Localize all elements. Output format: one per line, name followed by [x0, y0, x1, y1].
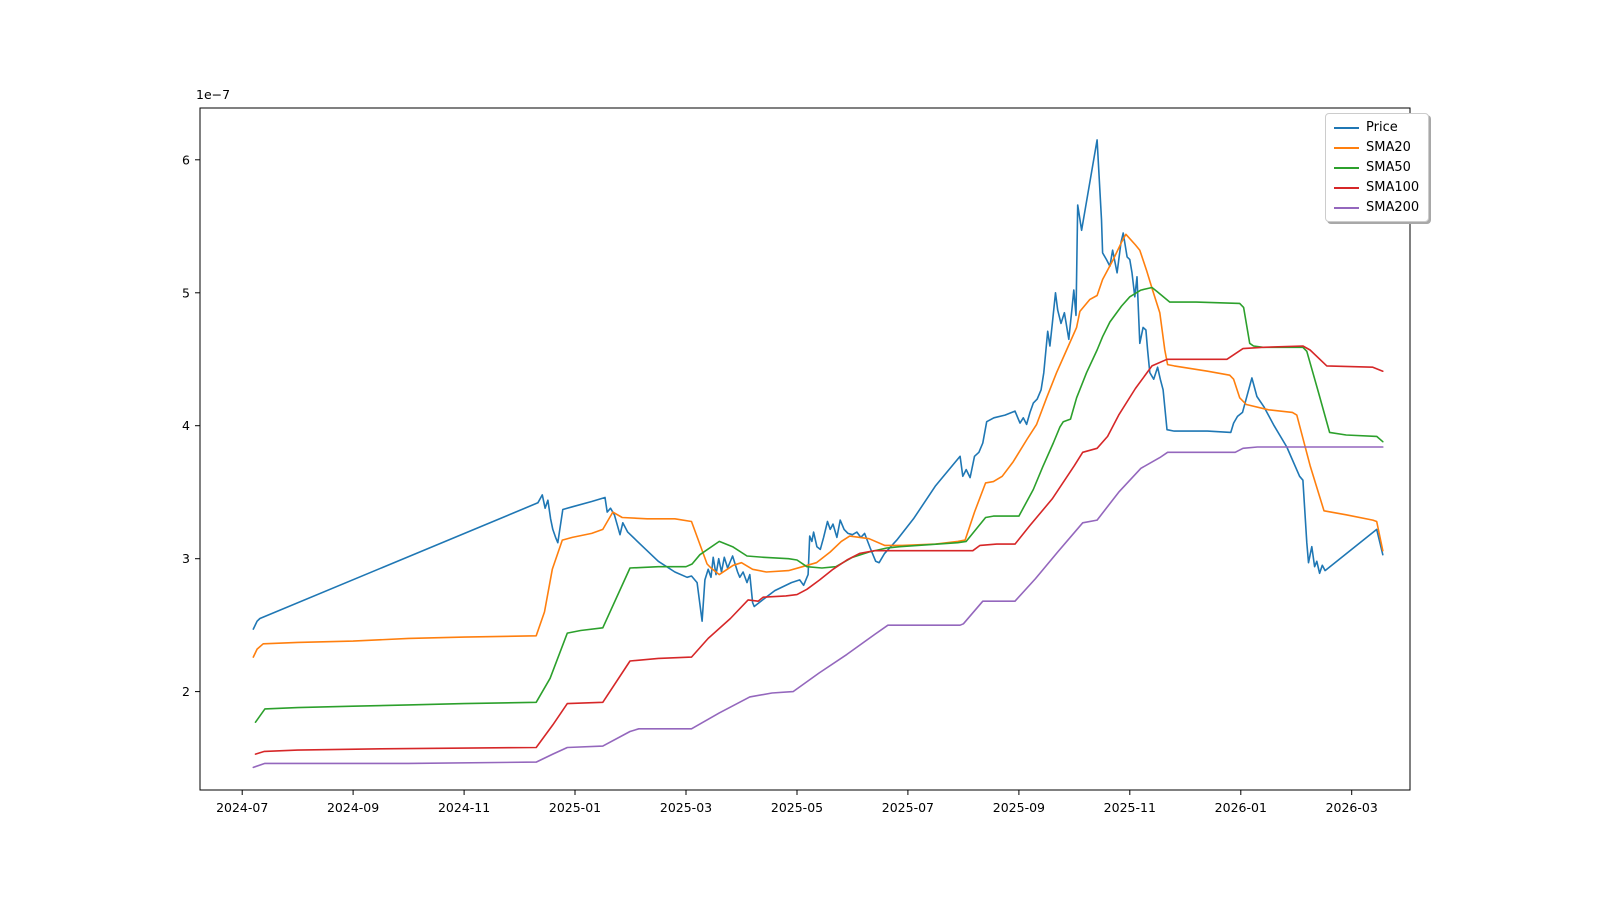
legend-label: SMA200 [1366, 200, 1420, 215]
legend-line-sample [1334, 186, 1359, 189]
x-axis-tick-label: 2025-09 [993, 800, 1045, 815]
x-axis-tick-label: 2025-01 [549, 800, 601, 815]
x-axis-tick-label: 2025-05 [771, 800, 823, 815]
price-line [252, 139, 1384, 630]
legend-item: Price [1334, 119, 1419, 136]
legend-label: Price [1366, 120, 1398, 135]
x-axis-tick-label: 2026-03 [1326, 800, 1378, 815]
legend-item: SMA20 [1334, 139, 1419, 156]
x-axis-tick-label: 2024-07 [216, 800, 268, 815]
sma200-line [252, 446, 1384, 769]
x-axis-tick-label: 2025-03 [660, 800, 712, 815]
sma20-line [252, 233, 1384, 658]
y-axis-tick-label: 5 [182, 285, 190, 300]
axes-spines [199, 107, 1411, 791]
legend-line-sample [1334, 166, 1359, 169]
x-axis-tick-label: 2025-11 [1104, 800, 1156, 815]
legend-label: SMA20 [1366, 140, 1411, 155]
sma50-line [254, 286, 1384, 724]
x-axis-tick-label: 2025-07 [882, 800, 934, 815]
y-axis-tick-label: 3 [182, 551, 190, 566]
y-axis-offset-label: 1e−7 [196, 87, 230, 102]
legend-line-sample [1334, 126, 1359, 129]
legend: Price SMA20 SMA50 SMA100 SMA200 [1325, 113, 1430, 222]
x-axis-tick-label: 2024-09 [327, 800, 379, 815]
legend-label: SMA100 [1366, 180, 1420, 195]
x-axis-tick-label: 2024-11 [438, 800, 490, 815]
x-axis-tick-label: 2026-01 [1215, 800, 1267, 815]
legend-item: SMA50 [1334, 159, 1419, 176]
sma100-line [254, 345, 1384, 755]
y-axis-tick-label: 4 [182, 418, 190, 433]
legend-line-sample [1334, 206, 1359, 209]
legend-label: SMA50 [1366, 160, 1411, 175]
y-axis-tick-label: 6 [182, 152, 190, 167]
y-axis-tick-label: 2 [182, 684, 190, 699]
legend-line-sample [1334, 146, 1359, 149]
legend-item: SMA200 [1334, 199, 1419, 216]
legend-item: SMA100 [1334, 179, 1419, 196]
